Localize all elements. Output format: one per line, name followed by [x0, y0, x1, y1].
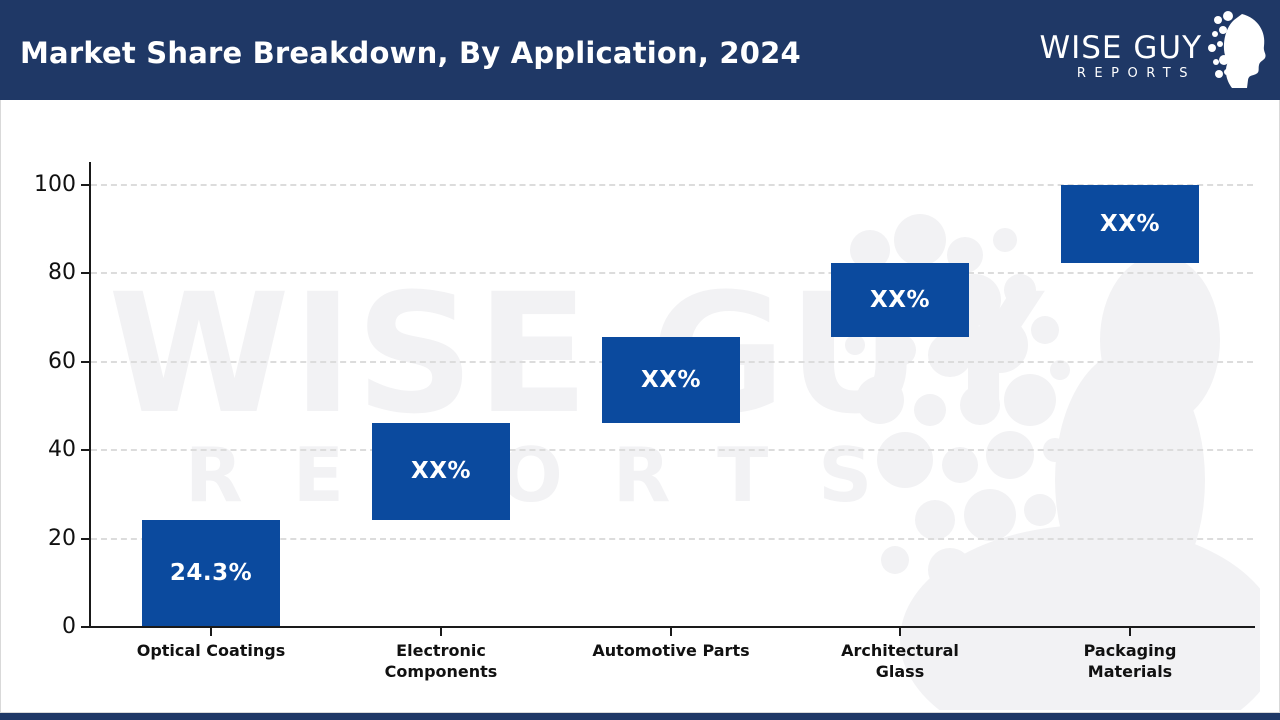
header-bar: Market Share Breakdown, By Application, …	[0, 0, 1280, 100]
bar-packaging-materials: XX%	[1061, 185, 1199, 264]
wise-guy-head-icon	[1208, 11, 1266, 88]
footer-bar	[0, 713, 1280, 720]
bar-value-label-architectural-glass: XX%	[869, 287, 930, 314]
x-axis	[89, 626, 1255, 628]
bar-architectural-glass: XX%	[831, 263, 969, 338]
gridline-80	[91, 272, 1253, 275]
y-tick-label-80: 80	[48, 260, 76, 286]
bar-automotive-parts: XX%	[602, 337, 740, 423]
y-tick-100	[81, 184, 89, 186]
y-tick-label-20: 20	[48, 525, 76, 551]
y-tick-label-40: 40	[48, 437, 76, 463]
y-tick-0	[81, 626, 89, 628]
x-tick-automotive-parts	[670, 628, 672, 636]
x-tick-electronic-components	[440, 628, 442, 636]
x-tick-optical-coatings	[210, 628, 212, 636]
bar-electronic-components: XX%	[372, 422, 510, 520]
y-tick-40	[81, 449, 89, 452]
x-axis-category-label-electronic-components: Electronic Components	[384, 641, 498, 682]
logo-wise-guy-text: WISE GUY	[1039, 30, 1202, 66]
gridline-20	[91, 537, 1253, 540]
x-tick-architectural-glass	[899, 628, 901, 636]
x-axis-category-label-architectural-glass: Architectural Glass	[841, 641, 959, 682]
bar-optical-coatings: 24.3%	[142, 519, 280, 627]
x-tick-packaging-materials	[1129, 628, 1131, 636]
y-tick-label-0: 0	[62, 614, 76, 639]
x-axis-category-label-optical-coatings: Optical Coatings	[136, 641, 286, 660]
y-tick-60	[81, 360, 89, 363]
bar-value-label-packaging-materials: XX%	[1099, 211, 1160, 238]
y-tick-80	[81, 272, 89, 275]
bar-value-label-optical-coatings: 24.3%	[169, 560, 253, 587]
bar-value-label-electronic-components: XX%	[410, 458, 471, 485]
watermark-head-logo	[845, 214, 1260, 710]
bar-value-label-automotive-parts: XX%	[640, 367, 701, 394]
gridline-40	[91, 449, 1253, 452]
y-axis	[89, 162, 91, 627]
y-tick-20	[81, 537, 89, 540]
y-tick-label-60: 60	[48, 348, 76, 374]
gridline-100	[91, 184, 1253, 186]
brand-logo: WISE GUY REPORTS	[1032, 6, 1272, 94]
x-axis-category-label-packaging-materials: Packaging Materials	[1083, 641, 1177, 682]
chart-title: Market Share Breakdown, By Application, …	[20, 36, 801, 70]
x-axis-category-label-automotive-parts: Automotive Parts	[592, 641, 750, 660]
y-tick-label-100: 100	[34, 172, 76, 197]
logo-reports-text: REPORTS	[1076, 66, 1196, 81]
